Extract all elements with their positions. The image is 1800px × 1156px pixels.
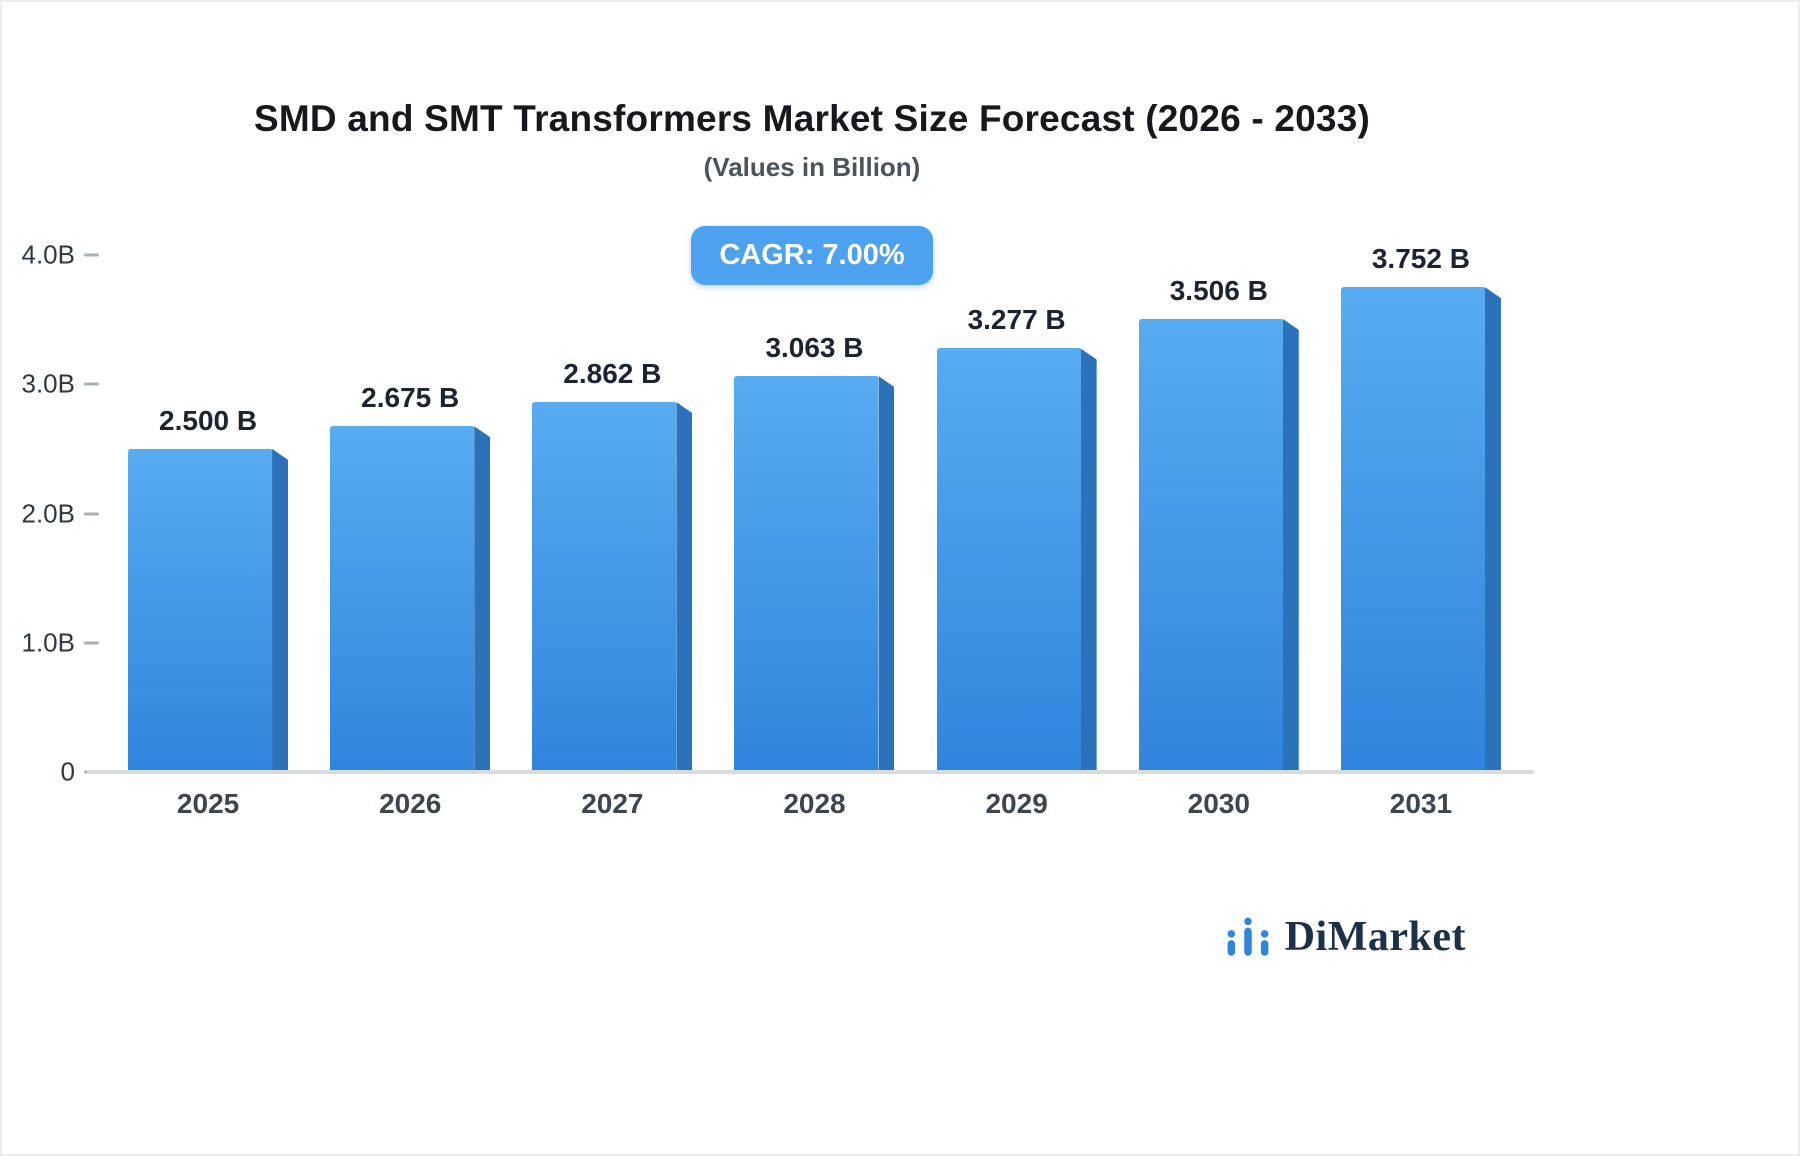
x-axis-label: 2029 [985,788,1048,819]
brand-name: DiMarket [1284,914,1466,960]
x-axis-label: 2028 [783,788,846,819]
bar[interactable]: 2.500 B [128,405,289,772]
y-tick: 4.0B [2,239,99,271]
y-tick-label: 3.0B [21,368,76,399]
bar-cell: 2.862 B 2027 [511,255,713,819]
bar[interactable]: 3.506 B [1138,275,1299,772]
bar-cell: 2.675 B 2026 [309,255,511,819]
bar-front-face [330,426,475,772]
bar-cell: 3.277 B 2029 [916,255,1118,819]
bar-cell: 2.500 B 2025 [107,255,309,819]
brand-logo: DiMarket [1223,912,1466,962]
plot-area: 4.0B 3.0B 2.0B 1.0B 0 2.500 B 2025 2.675 B 2026… [22,240,1534,819]
bar[interactable]: 2.862 B [532,358,693,772]
tick-mark [84,382,99,386]
bar-value-label: 2.500 B [159,404,258,436]
bar-side-face [1282,318,1299,772]
y-tick-label: 4.0B [21,239,76,270]
bar-side-face [474,426,491,772]
bar-side-face [1484,287,1501,772]
x-axis-label: 2027 [581,788,644,819]
bar-value-label: 3.063 B [765,332,864,364]
chart-subtitle: (Values in Billion) [703,152,921,182]
y-axis: 4.0B 3.0B 2.0B 1.0B 0 [22,240,1522,787]
bar-value-label: 3.277 B [967,304,1066,336]
bar-cell: 3.063 B 2028 [713,255,915,819]
bar-chart-icon [1227,917,1269,956]
bar-front-face [128,448,273,772]
bar-value-label: 3.506 B [1169,274,1268,306]
tick-mark [84,512,99,515]
x-axis-label: 2026 [379,788,442,819]
tick-mark [84,641,99,645]
bar-side-face [676,402,693,772]
cagr-badge: CAGR: 7.00% [691,226,933,285]
bar-front-face [1340,287,1485,772]
x-axis-label: 2030 [1187,788,1250,819]
bar-front-face [1138,318,1283,772]
y-tick: 3.0B [2,368,99,400]
cagr-badge-wrap: CAGR: 7.00% [92,226,1532,285]
bar-side-face [1080,348,1097,772]
bar-value-label: 3.752 B [1371,243,1470,275]
chart-title: SMD and SMT Transformers Market Size For… [253,98,1371,139]
bar[interactable]: 3.752 B [1340,243,1501,772]
y-tick-label: 2.0B [21,498,76,528]
bar-front-face [936,348,1081,772]
y-tick-label: 1.0B [21,627,76,658]
bar-front-face [532,402,677,772]
y-tick: 2.0B [2,498,99,529]
bar-front-face [734,376,879,772]
x-axis-label: 2031 [1389,788,1453,819]
bars-row: 2.500 B 2025 2.675 B 2026 2.862 B 2027 3.063 B… [107,243,1522,819]
bar-cell: 3.752 B 2031 [1320,243,1522,819]
y-tick: 0 [2,756,99,788]
bar-value-label: 2.675 B [361,382,460,414]
y-tick-label: 0 [60,756,75,787]
bar-side-face [878,376,895,772]
bar[interactable]: 3.063 B [734,332,895,772]
bar-value-label: 2.862 B [563,358,662,390]
bar[interactable]: 3.277 B [936,304,1097,772]
x-axis-line [87,770,1534,774]
x-axis-label: 2025 [176,788,240,819]
bar-side-face [272,448,289,772]
tick-mark [84,253,99,257]
bar[interactable]: 2.675 B [330,382,491,772]
y-tick: 1.0B [2,627,99,658]
bar-cell: 3.506 B 2030 [1118,255,1320,819]
